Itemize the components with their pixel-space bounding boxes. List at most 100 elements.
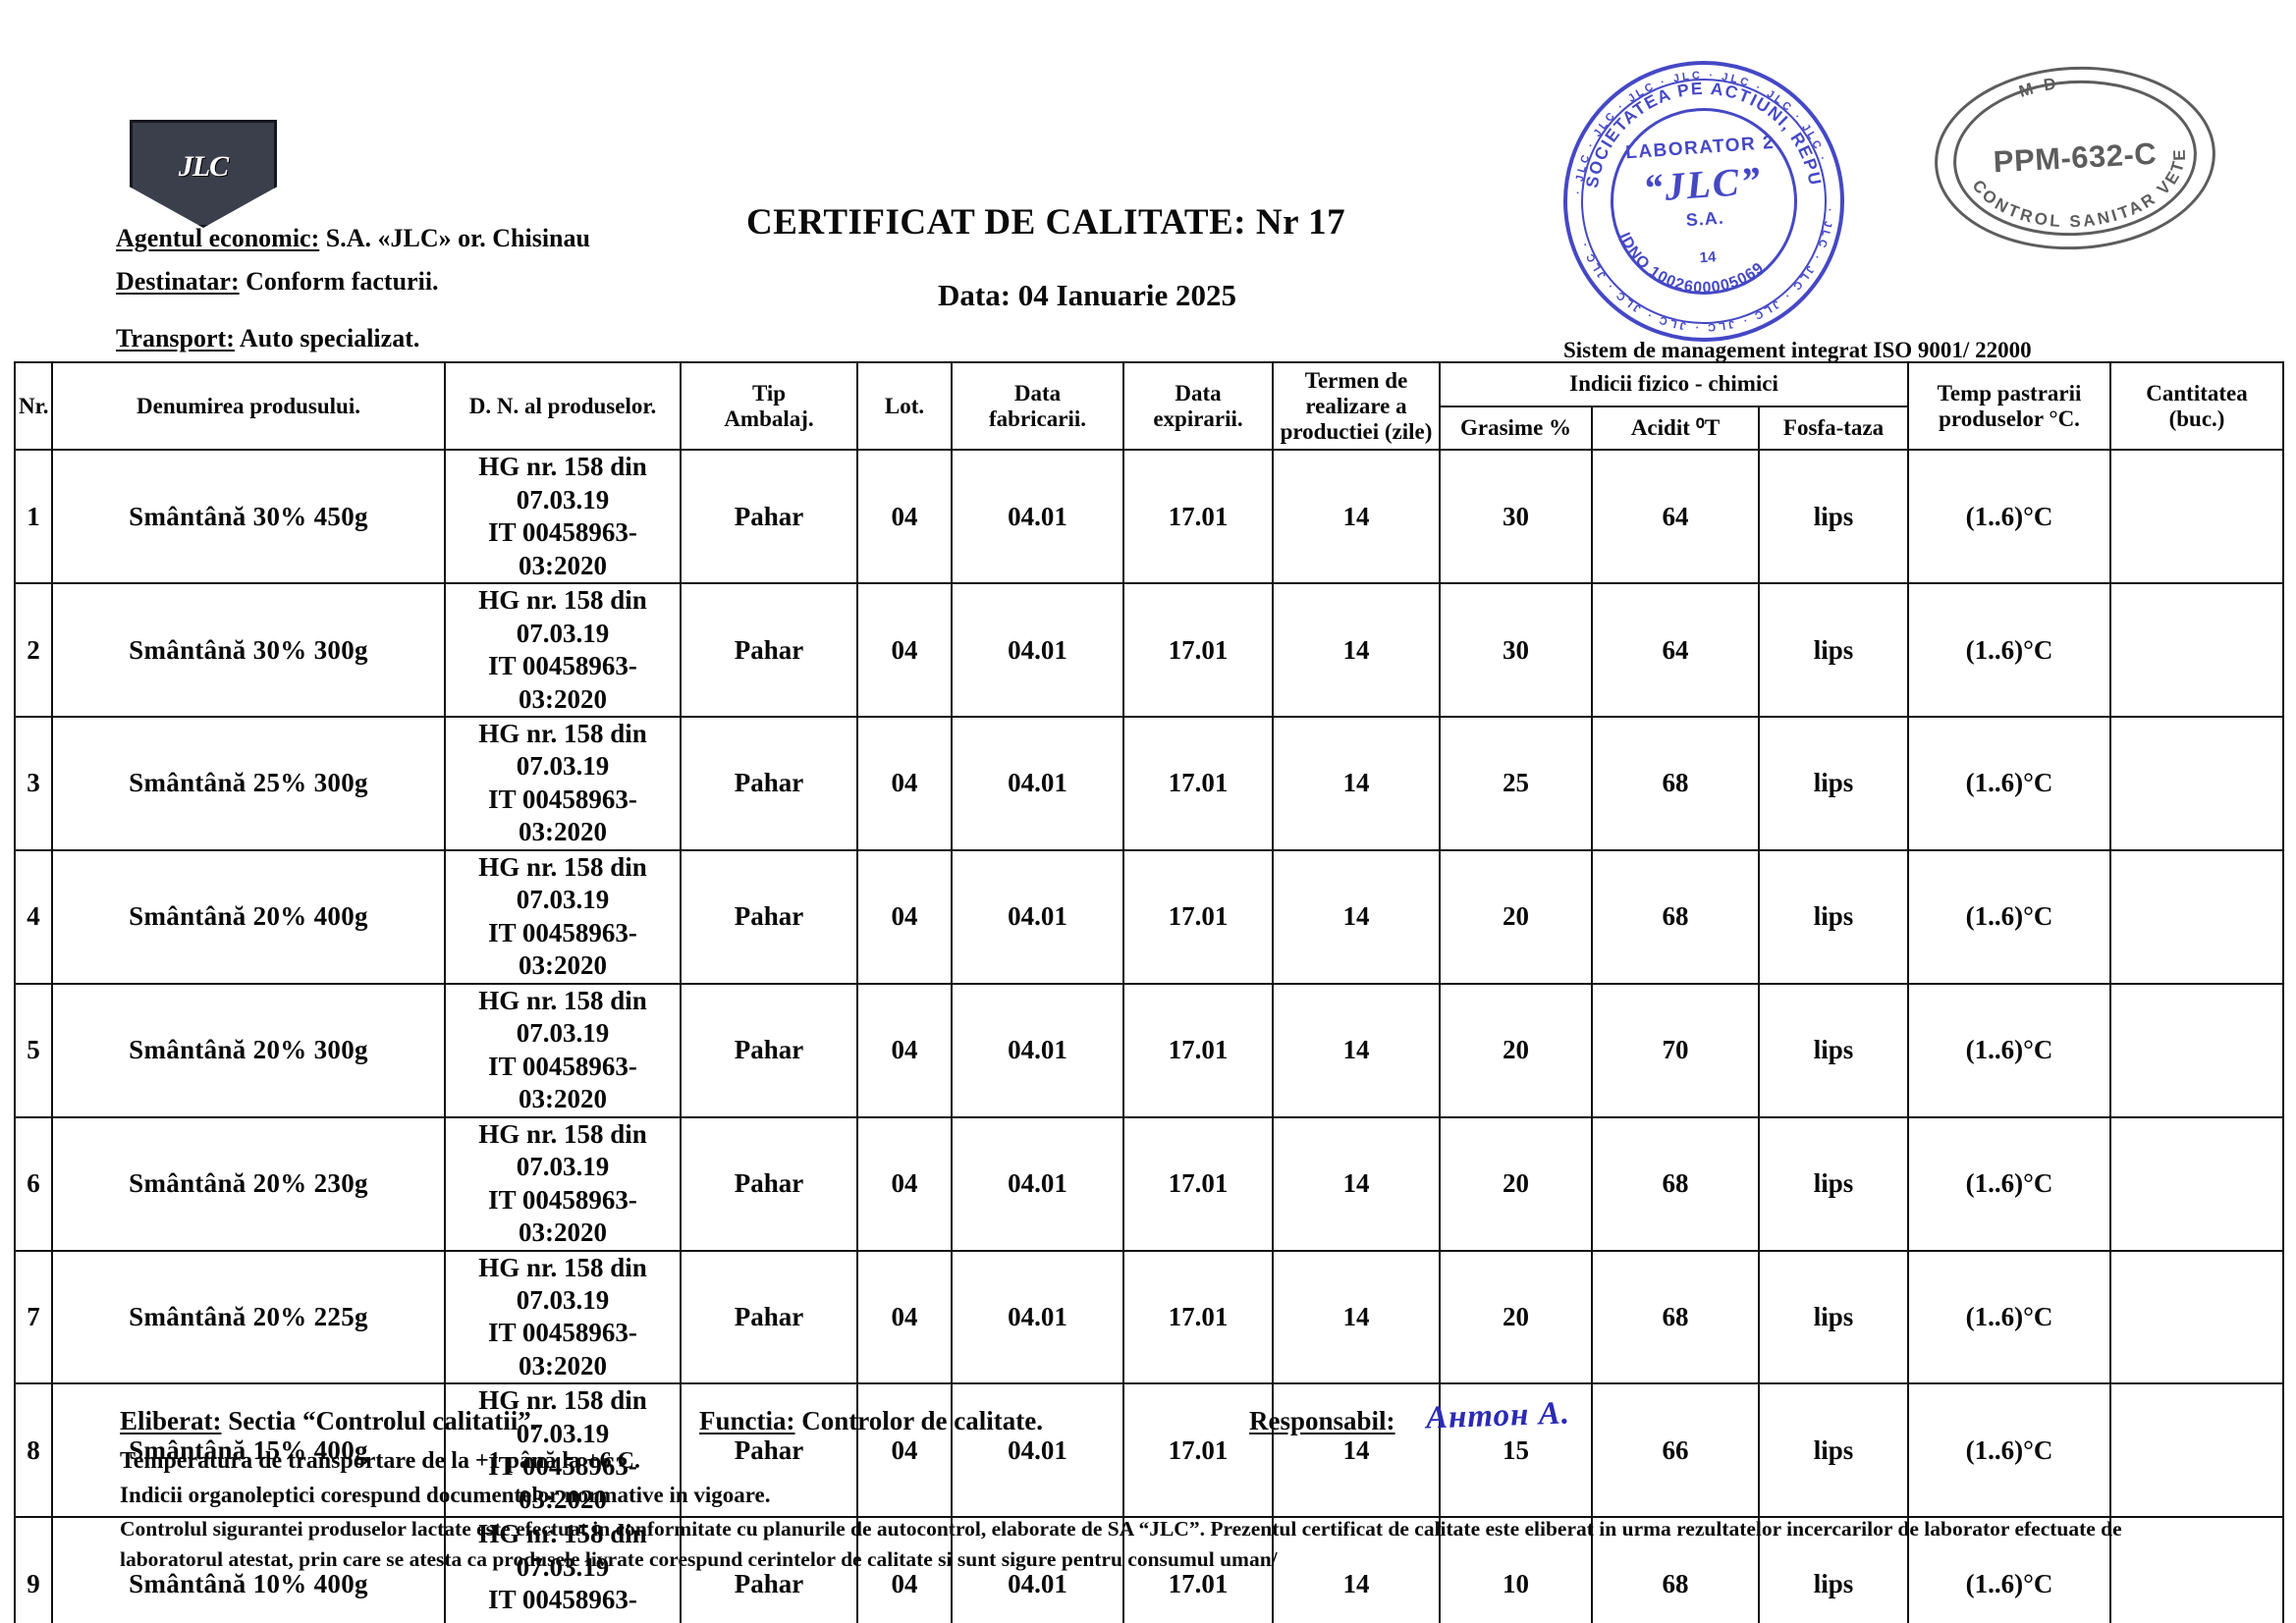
signature-handwritten: Антон А. — [1425, 1395, 1571, 1436]
cell-product-name: Smântână 20% 400g — [51, 848, 446, 985]
cell-ambalaj: Pahar — [680, 582, 858, 718]
cell-product-name: Smântână 25% 300g — [51, 716, 446, 851]
table-header-row-1: Nr. Denumirea produsului. D. N. al produ… — [14, 360, 2285, 452]
cell-acidit: 64 — [1591, 582, 1760, 718]
stamp-arc-text: SOCIETATEA PE ACTIUNI, REPUBLICA MOLDOVA… — [1558, 56, 1843, 342]
cell-cantitatea — [2109, 449, 2285, 585]
cell-dn-line2: IT 00458963-03:2020 — [488, 917, 637, 981]
cell-dn-line1: HG nr. 158 din 07.03.19 — [478, 719, 647, 782]
stamp-jlc-label: “JLC” — [1641, 157, 1764, 210]
cell-cantitatea — [2109, 582, 2285, 718]
cell-termen: 14 — [1272, 1115, 1441, 1252]
th-data-fabricarii-l2: fabricarii. — [989, 406, 1086, 431]
th-indicii-fizico-chimici: Indicii fizico - chimici — [1438, 361, 1910, 407]
cell-product-name: Smântână 20% 225g — [51, 1249, 446, 1385]
cell-product-name: Smântână 10% 400g — [51, 1516, 446, 1623]
cell-fosfataza: lips — [1757, 449, 1910, 585]
cell-dn-line1: HG nr. 158 din 07.03.19 — [478, 1519, 647, 1582]
cell-grasime: 20 — [1439, 982, 1593, 1118]
document-title: CERTIFICAT DE CALITATE: Nr 17 — [746, 202, 1346, 243]
table-row: 6 Smântână 20% 230g HG nr. 158 din 07.03.1… — [14, 1115, 2285, 1252]
cell-cantitatea — [2109, 1382, 2285, 1519]
th-tip-ambalaj: Tip Ambalaj. — [680, 360, 858, 452]
cell-fosfataza: lips — [1757, 1115, 1910, 1252]
th-denumirea: Denumirea produsului. — [51, 360, 446, 452]
cell-dn-line1: HG nr. 158 din 07.03.19 — [478, 1385, 647, 1448]
cell-data-expirarii: 17.01 — [1122, 1516, 1274, 1623]
functia-label: Functia: — [699, 1406, 795, 1435]
eliberat-line: Eliberat: Sectia “Controlul calitatii”. — [120, 1406, 537, 1436]
cell-temp-pastrarii: (1..6)°C — [1907, 582, 2112, 718]
cell-fosfataza: lips — [1757, 982, 1910, 1118]
cell-temp-pastrarii: (1..6)°C — [1907, 1249, 2112, 1385]
table-row: 1 Smântână 30% 450g HG nr. 158 din 07.03.1… — [14, 449, 2285, 585]
th-data-expirarii: Data expirarii. — [1122, 360, 1274, 452]
cell-lot: 04 — [856, 449, 953, 585]
cell-nr: 8 — [14, 1382, 53, 1519]
cell-grasime: 10 — [1439, 1516, 1593, 1623]
cell-ambalaj: Pahar — [680, 848, 858, 985]
cell-dn-line2: IT 00458963-03:2020 — [488, 651, 637, 714]
cell-acidit: 68 — [1591, 848, 1760, 985]
cell-nr: 1 — [14, 449, 53, 585]
cell-dn-line1: HG nr. 158 din 07.03.19 — [478, 1118, 647, 1182]
functia-value: Controlor de calitate. — [794, 1406, 1043, 1435]
eliberat-label: Eliberat: — [120, 1406, 222, 1435]
cell-grasime: 20 — [1439, 1115, 1593, 1252]
cell-grasime: 30 — [1439, 449, 1593, 585]
cell-nr: 4 — [14, 848, 53, 985]
destinatar-label: Destinatar: — [116, 267, 240, 296]
table-row: 9 Smântână 10% 400g HG nr. 158 din 07.03.1… — [14, 1516, 2285, 1623]
th-cantitatea: Cantitatea (buc.) — [2109, 360, 2285, 452]
cell-fosfataza: lips — [1757, 1382, 1910, 1519]
cell-grasime: 25 — [1439, 716, 1593, 851]
cell-dn-line1: HG nr. 158 din 07.03.19 — [478, 851, 647, 915]
products-table: Nr. Denumirea produsului. D. N. al produ… — [14, 360, 2285, 1623]
cell-fosfataza: lips — [1757, 1249, 1910, 1385]
cell-ambalaj: Pahar — [680, 1382, 858, 1519]
table-row: 8 Smântână 15% 400g HG nr. 158 din 07.03.1… — [14, 1382, 2285, 1519]
table-head: Nr. Denumirea produsului. D. N. al produ… — [14, 360, 2285, 452]
cell-temp-pastrarii: (1..6)°C — [1907, 848, 2112, 985]
cell-nr: 2 — [14, 582, 53, 718]
table-row: 5 Smântână 20% 300g HG nr. 158 din 07.03.1… — [14, 982, 2285, 1118]
agent-economic-value: S.A. «JLC» or. Chisinau — [319, 224, 590, 252]
th-cantitatea-l2: (buc.) — [2168, 406, 2225, 431]
eliberat-value: Sectia “Controlul calitatii”. — [221, 1406, 538, 1435]
th-cantitatea-l1: Cantitatea — [2146, 380, 2248, 406]
cell-product-name: Smântână 20% 300g — [51, 982, 446, 1118]
cell-data-expirarii: 17.01 — [1122, 1382, 1274, 1519]
cell-nr: 5 — [14, 982, 53, 1118]
stamp-number-label: 14 — [1699, 247, 1717, 266]
cell-ambalaj: Pahar — [680, 1115, 858, 1252]
cell-cantitatea — [2109, 982, 2285, 1118]
cell-nr: 9 — [14, 1516, 53, 1623]
cell-data-fabricarii: 04.01 — [951, 582, 1124, 718]
cell-termen: 14 — [1272, 848, 1441, 985]
transport-value: Auto specializat. — [234, 324, 420, 352]
cell-nr: 3 — [14, 716, 53, 851]
cell-data-expirarii: 17.01 — [1122, 848, 1274, 985]
cell-data-fabricarii: 04.01 — [951, 1516, 1124, 1623]
agent-economic-label: Agentul economic: — [116, 224, 320, 252]
cell-termen: 14 — [1272, 1249, 1441, 1385]
jlc-laboratory-stamp: SOCIETATEA PE ACTIUNI, REPUBLICA MOLDOVA… — [1554, 51, 1854, 352]
oval-stamp-top-text: · M D · — [1999, 73, 2076, 108]
jlc-logo: JLC — [130, 120, 277, 228]
th-tip-ambalaj-l2: Ambalaj. — [724, 406, 814, 431]
shield-icon: JLC — [130, 120, 277, 228]
table-row: 7 Smântână 20% 225g HG nr. 158 din 07.03.1… — [14, 1249, 2285, 1385]
cell-fosfataza: lips — [1757, 1516, 1910, 1623]
cell-data-fabricarii: 04.01 — [951, 982, 1124, 1118]
cell-temp-pastrarii: (1..6)°C — [1907, 449, 2112, 585]
cell-data-fabricarii: 04.01 — [951, 716, 1124, 851]
cell-ambalaj: Pahar — [680, 449, 858, 585]
cell-dn-line2: IT 00458963-03:2020 — [488, 784, 637, 847]
cell-ambalaj: Pahar — [680, 982, 858, 1118]
destinatar-value: Conform facturii. — [239, 267, 439, 296]
cell-acidit: 68 — [1591, 1249, 1760, 1385]
